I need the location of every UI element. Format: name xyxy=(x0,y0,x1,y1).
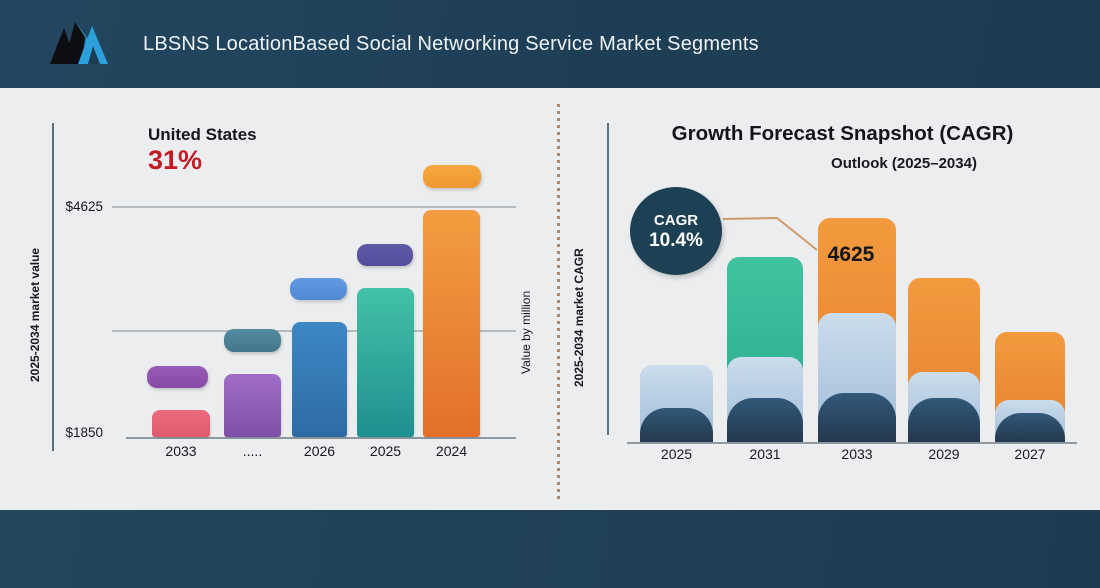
left-bar-2024 xyxy=(423,210,480,437)
x-tick-label-2033: 2033 xyxy=(165,443,197,459)
left-bar-cap-2024 xyxy=(423,165,481,188)
left-bar-cap-2026 xyxy=(290,278,347,300)
y-tick-1850: $1850 xyxy=(65,425,103,440)
secondary-axis-title: Value by million xyxy=(519,290,533,375)
bar-value-label: 4625 xyxy=(827,243,875,266)
left-bar-cap-2025 xyxy=(357,244,413,266)
right-chart-subtitle: Outlook (2025–2034) xyxy=(831,155,977,172)
right-y-axis-title: 2025-2034 market CAGR xyxy=(572,248,586,387)
left-bar-2033 xyxy=(152,410,210,437)
x-tick-label-2025: 2025 xyxy=(660,446,693,462)
cagr-badge: CAGR 10.4% xyxy=(630,187,722,275)
x-tick-label-2027: 2027 xyxy=(1014,446,1046,462)
left-y-axis-line xyxy=(52,123,54,451)
left-x-axis-line xyxy=(126,437,516,439)
stacked-segment-navy-2029 xyxy=(908,398,980,442)
left-bar-cap-2033 xyxy=(147,366,208,388)
cagr-badge-value: 10.4% xyxy=(649,229,703,251)
x-tick-label-2025: 2025 xyxy=(369,443,402,459)
x-tick-label-2033: 2033 xyxy=(841,446,873,462)
left-y-axis-title: 2025-2034 market value xyxy=(28,247,42,383)
header: LBSNS LocationBased Social Networking Se… xyxy=(0,0,1100,88)
x-tick-label-2026: 2026 xyxy=(303,443,336,459)
left-bar-2026 xyxy=(292,322,347,437)
right-chart-title: Growth Forecast Snapshot (CAGR) xyxy=(671,122,1014,145)
x-tick-label-.....: ..... xyxy=(242,443,263,459)
panel-divider xyxy=(557,104,560,500)
footer: @ All Market Analysis Snapshot GlobalLBS… xyxy=(0,510,1100,588)
y-tick-4625: $4625 xyxy=(65,199,103,214)
left-bar-cap-..... xyxy=(224,329,281,352)
stacked-segment-navy-2027 xyxy=(995,413,1065,442)
stacked-segment-navy-2033 xyxy=(818,393,896,442)
right-x-axis-line xyxy=(627,442,1077,444)
x-tick-label-2031: 2031 xyxy=(749,446,781,462)
growth-percent-label: 31% xyxy=(148,145,203,175)
stacked-segment-navy-2031 xyxy=(727,398,803,442)
right-y-axis-line xyxy=(607,123,609,435)
left-bar-..... xyxy=(224,374,281,437)
x-tick-label-2029: 2029 xyxy=(928,446,960,462)
x-tick-label-2024: 2024 xyxy=(435,443,468,459)
stacked-segment-navy-2025 xyxy=(640,408,713,442)
left-bar-2025 xyxy=(357,288,414,437)
gridline-top xyxy=(112,206,516,208)
ama-logo-icon xyxy=(50,22,108,64)
region-label: United States xyxy=(148,125,257,144)
cagr-badge-label: CAGR xyxy=(653,211,699,229)
page-title: LBSNS LocationBased Social Networking Se… xyxy=(143,32,759,55)
